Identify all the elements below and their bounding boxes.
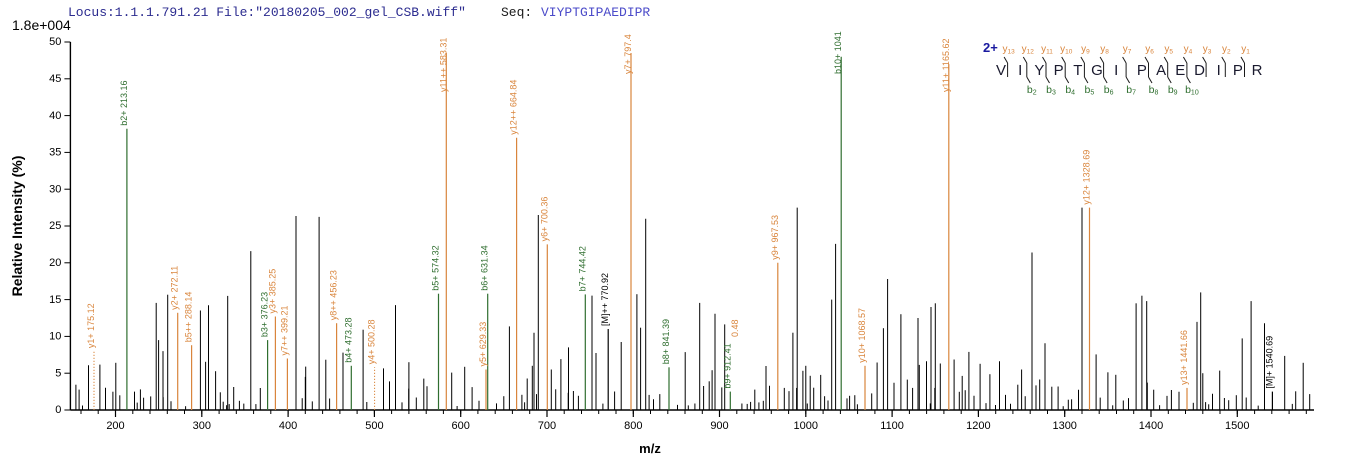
svg-text:y4+ 500.28: y4+ 500.28: [367, 320, 377, 365]
svg-text:30: 30: [49, 183, 61, 195]
svg-text:b10+ 1041: b10+ 1041: [833, 31, 843, 74]
svg-text:I: I: [1217, 62, 1221, 79]
svg-text:45: 45: [49, 73, 61, 85]
svg-text:2+: 2+: [983, 40, 998, 55]
svg-text:P: P: [1137, 62, 1147, 79]
svg-text:m/z: m/z: [639, 441, 661, 456]
svg-text:500: 500: [365, 420, 383, 432]
svg-text:y13+ 1441.66: y13+ 1441.66: [1179, 330, 1189, 385]
svg-text:I: I: [1114, 62, 1118, 79]
svg-text:40: 40: [49, 110, 61, 122]
svg-text:0.48: 0.48: [730, 319, 740, 337]
svg-text:50: 50: [49, 36, 61, 48]
svg-text:1200: 1200: [966, 420, 990, 432]
svg-text:y12++ 664.84: y12++ 664.84: [509, 80, 519, 135]
svg-text:600: 600: [452, 420, 470, 432]
svg-text:400: 400: [279, 420, 297, 432]
svg-text:[M]++ 770.92: [M]++ 770.92: [600, 273, 610, 326]
svg-text:A: A: [1156, 62, 1166, 79]
svg-text:[M]+ 1540.69: [M]+ 1540.69: [1264, 336, 1274, 389]
svg-text:y12+ 1328.69: y12+ 1328.69: [1082, 150, 1092, 205]
svg-text:Locus:1.1.1.791.21 File:"20180: Locus:1.1.1.791.21 File:"20180205_002_ge…: [68, 5, 466, 20]
svg-text:D: D: [1194, 62, 1205, 79]
svg-text:b5+ 574.32: b5+ 574.32: [431, 245, 441, 290]
svg-text:1300: 1300: [1052, 420, 1076, 432]
svg-text:b4+ 473.28: b4+ 473.28: [343, 318, 353, 363]
svg-text:Y: Y: [1034, 62, 1044, 79]
svg-text:b5++ 288.14: b5++ 288.14: [184, 292, 194, 343]
svg-text:y11+ 1165.62: y11+ 1165.62: [941, 39, 951, 92]
svg-text:1400: 1400: [1139, 420, 1163, 432]
svg-text:T: T: [1073, 62, 1082, 79]
svg-text:y1+ 175.12: y1+ 175.12: [86, 303, 96, 348]
svg-text:700: 700: [538, 420, 556, 432]
svg-text:25: 25: [49, 220, 61, 232]
svg-text:b2+ 213.16: b2+ 213.16: [119, 81, 129, 126]
svg-text:y6+ 700.36: y6+ 700.36: [539, 197, 549, 242]
svg-text:b9+ 912.41: b9+ 912.41: [722, 343, 732, 388]
svg-text:900: 900: [710, 420, 728, 432]
svg-text:V: V: [996, 62, 1006, 79]
svg-text:Seq:: Seq:: [501, 5, 532, 20]
svg-text:b7+ 744.42: b7+ 744.42: [577, 246, 587, 291]
svg-text:y5+ 629.33: y5+ 629.33: [478, 322, 488, 367]
svg-text:y11++ 583.31: y11++ 583.31: [438, 38, 448, 92]
svg-text:y7+ 797.4: y7+ 797.4: [623, 34, 633, 74]
svg-text:20: 20: [49, 257, 61, 269]
svg-text:200: 200: [106, 420, 124, 432]
svg-text:y8++ 456.23: y8++ 456.23: [329, 270, 339, 320]
svg-text:E: E: [1175, 62, 1185, 79]
svg-text:P: P: [1233, 62, 1243, 79]
svg-text:Relative Intensity (%): Relative Intensity (%): [9, 156, 25, 297]
svg-text:b6+ 631.34: b6+ 631.34: [480, 245, 490, 290]
svg-text:G: G: [1091, 62, 1103, 79]
svg-text:10: 10: [49, 331, 61, 343]
svg-text:1.8e+004: 1.8e+004: [12, 17, 71, 33]
svg-text:P: P: [1054, 62, 1064, 79]
svg-text:1100: 1100: [880, 420, 904, 432]
svg-text:VIYPTGIPAEDIPR: VIYPTGIPAEDIPR: [541, 5, 650, 20]
svg-text:1000: 1000: [794, 420, 818, 432]
svg-text:800: 800: [624, 420, 642, 432]
svg-text:0: 0: [55, 404, 61, 416]
svg-text:R: R: [1252, 62, 1263, 79]
svg-text:y9+ 967.53: y9+ 967.53: [770, 215, 780, 260]
svg-text:35: 35: [49, 147, 61, 159]
svg-text:y7++ 399.21: y7++ 399.21: [279, 305, 289, 355]
svg-text:300: 300: [193, 420, 211, 432]
svg-text:5: 5: [55, 367, 61, 379]
svg-text:1500: 1500: [1225, 420, 1249, 432]
svg-text:15: 15: [49, 294, 61, 306]
svg-text:y2+ 272.11: y2+ 272.11: [170, 266, 180, 310]
svg-text:y3+ 385.25: y3+ 385.25: [267, 269, 277, 314]
svg-text:I: I: [1018, 62, 1022, 79]
svg-text:b8+ 841.39: b8+ 841.39: [661, 319, 671, 364]
svg-text:y10+ 1068.57: y10+ 1068.57: [857, 308, 867, 363]
